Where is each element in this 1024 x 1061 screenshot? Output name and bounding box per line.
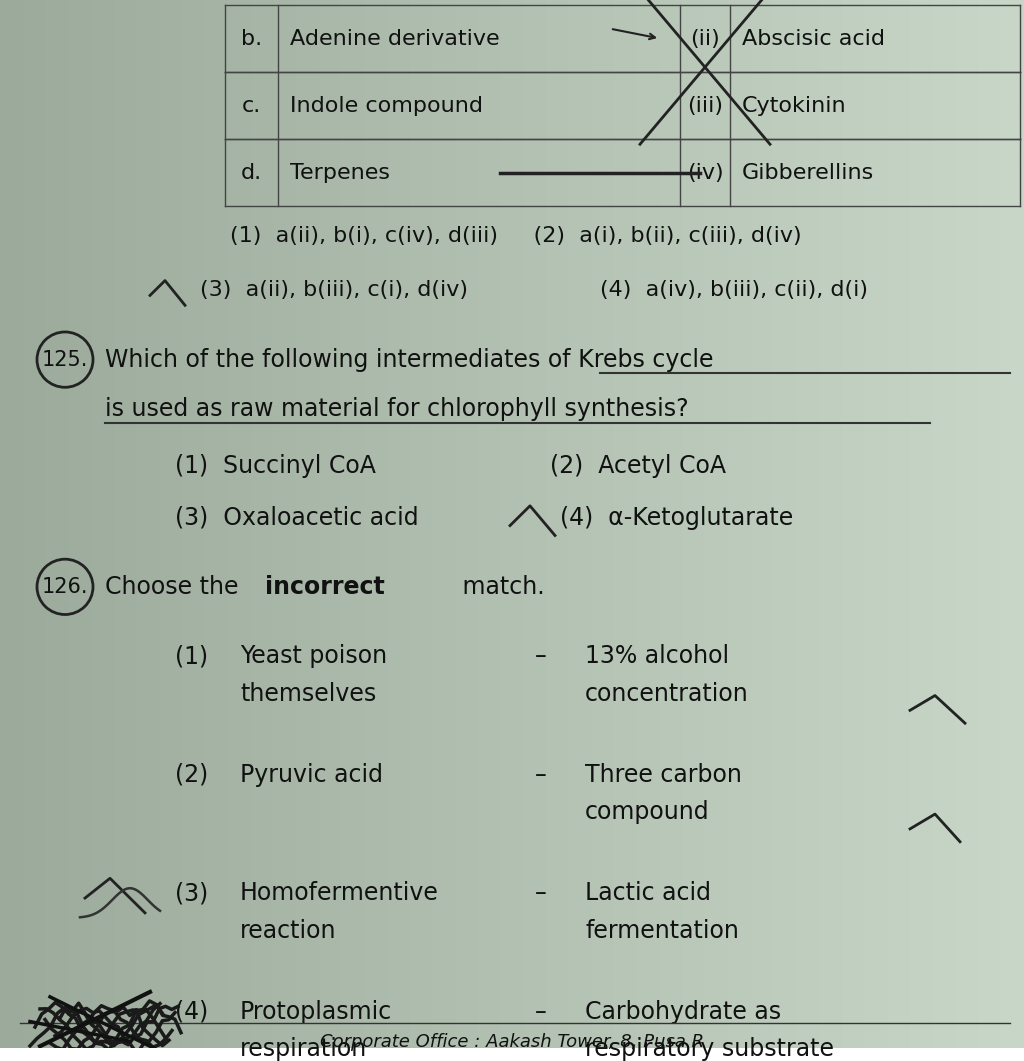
Text: Terpenes: Terpenes <box>290 163 390 182</box>
Text: (2)  Acetyl CoA: (2) Acetyl CoA <box>550 454 726 479</box>
Text: match.: match. <box>455 575 545 598</box>
Text: –: – <box>535 999 547 1024</box>
Text: (1): (1) <box>175 644 208 668</box>
Text: themselves: themselves <box>240 681 376 706</box>
Text: (4): (4) <box>175 999 208 1024</box>
Text: respiration: respiration <box>240 1038 368 1061</box>
Text: c.: c. <box>242 95 261 116</box>
Text: –: – <box>535 881 547 905</box>
Text: Lactic acid: Lactic acid <box>585 881 711 905</box>
Text: b.: b. <box>241 29 262 49</box>
Text: 13% alcohol: 13% alcohol <box>585 644 729 668</box>
Text: (2): (2) <box>175 763 208 786</box>
Text: (1)  Succinyl CoA: (1) Succinyl CoA <box>175 454 376 479</box>
Text: reaction: reaction <box>240 919 337 942</box>
Text: 125.: 125. <box>42 350 88 369</box>
Text: Choose the: Choose the <box>105 575 246 598</box>
Text: Abscisic acid: Abscisic acid <box>742 29 885 49</box>
Text: (4)  α-Ketoglutarate: (4) α-Ketoglutarate <box>560 506 794 529</box>
Text: Homofermentive: Homofermentive <box>240 881 439 905</box>
Text: is used as raw material for chlorophyll synthesis?: is used as raw material for chlorophyll … <box>105 397 688 421</box>
Text: respiratory substrate: respiratory substrate <box>585 1038 834 1061</box>
Text: (3)  a(ii), b(iii), c(i), d(iv): (3) a(ii), b(iii), c(i), d(iv) <box>200 280 468 300</box>
Text: Yeast poison: Yeast poison <box>240 644 387 668</box>
Text: (3): (3) <box>175 881 208 905</box>
Text: Pyruvic acid: Pyruvic acid <box>240 763 383 786</box>
Text: (1)  a(ii), b(i), c(iv), d(iii)     (2)  a(i), b(ii), c(iii), d(iv): (1) a(ii), b(i), c(iv), d(iii) (2) a(i),… <box>230 226 802 246</box>
Text: Carbohydrate as: Carbohydrate as <box>585 999 781 1024</box>
Text: 126.: 126. <box>42 577 88 597</box>
Text: Three carbon: Three carbon <box>585 763 741 786</box>
Text: fermentation: fermentation <box>585 919 739 942</box>
Text: (4)  a(iv), b(iii), c(ii), d(i): (4) a(iv), b(iii), c(ii), d(i) <box>600 280 868 300</box>
Text: Which of the following intermediates of Krebs cycle: Which of the following intermediates of … <box>105 348 714 371</box>
Text: –: – <box>535 644 547 668</box>
Text: –: – <box>535 763 547 786</box>
Text: Corporate Office : Aakash Tower, 8, Pusa R: Corporate Office : Aakash Tower, 8, Pusa… <box>319 1033 705 1051</box>
Text: (iii): (iii) <box>687 95 723 116</box>
Text: (ii): (ii) <box>690 29 720 49</box>
Text: d.: d. <box>241 163 262 182</box>
Text: (iv): (iv) <box>687 163 723 182</box>
Text: compound: compound <box>585 800 710 824</box>
Text: Indole compound: Indole compound <box>290 95 483 116</box>
Text: Gibberellins: Gibberellins <box>742 163 874 182</box>
Text: (3)  Oxaloacetic acid: (3) Oxaloacetic acid <box>175 506 419 529</box>
Text: incorrect: incorrect <box>265 575 385 598</box>
Text: concentration: concentration <box>585 681 749 706</box>
Text: Cytokinin: Cytokinin <box>742 95 847 116</box>
Text: Protoplasmic: Protoplasmic <box>240 999 392 1024</box>
Text: Adenine derivative: Adenine derivative <box>290 29 500 49</box>
